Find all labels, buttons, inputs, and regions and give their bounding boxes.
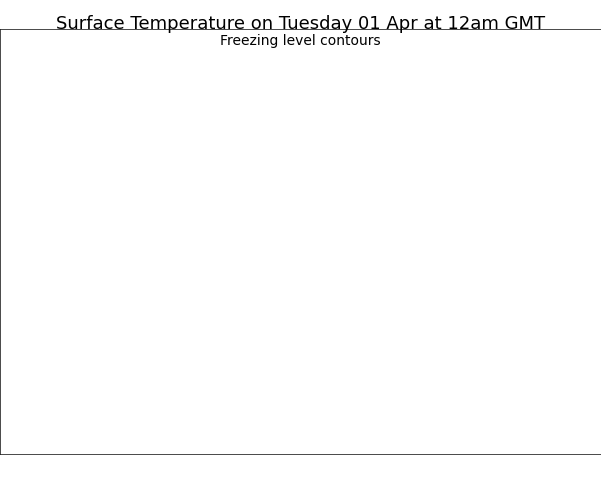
Text: Surface Temperature on Tuesday 01 Apr at 12am GMT: Surface Temperature on Tuesday 01 Apr at… <box>56 15 545 33</box>
Text: Freezing level contours: Freezing level contours <box>220 34 381 48</box>
